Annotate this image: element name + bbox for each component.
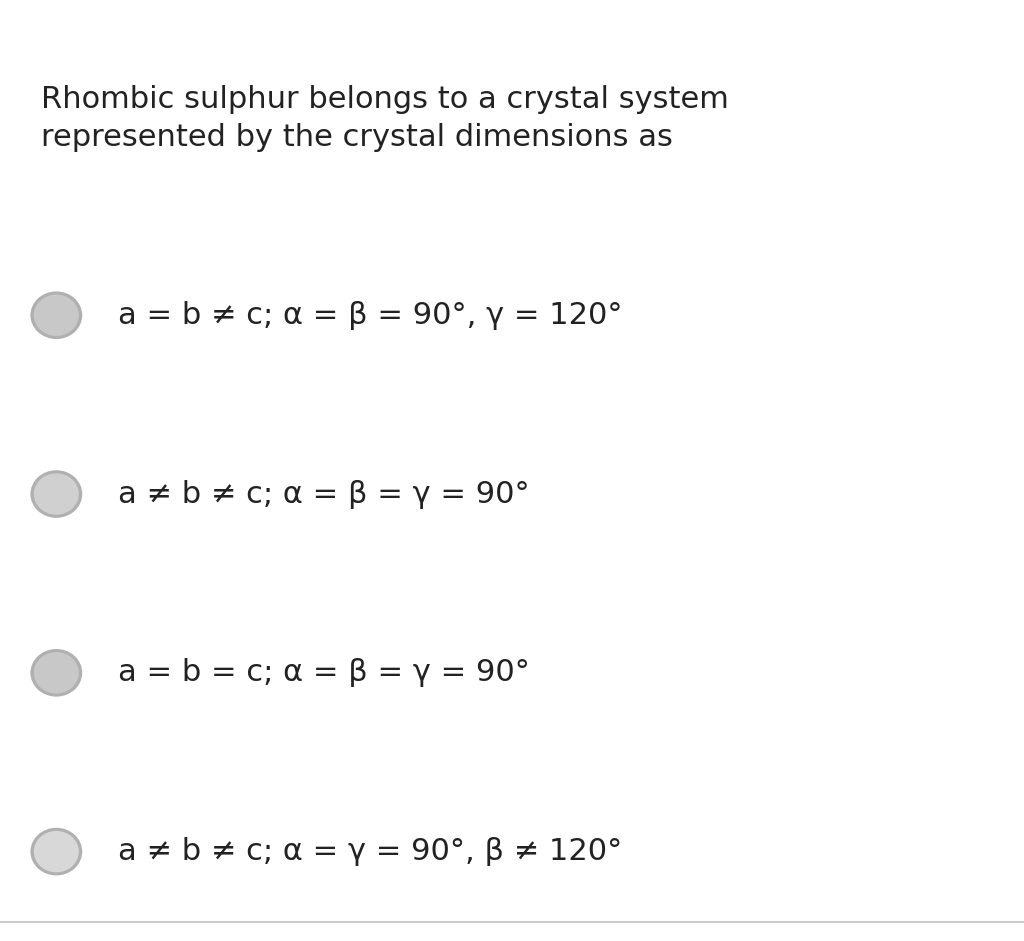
Text: Rhombic sulphur belongs to a crystal system
represented by the crystal dimension: Rhombic sulphur belongs to a crystal sys… [41,85,729,152]
Text: a = b ≠ c; α = β = 90°, γ = 120°: a = b ≠ c; α = β = 90°, γ = 120° [118,301,623,329]
Circle shape [34,652,79,694]
Circle shape [31,828,82,875]
Circle shape [31,470,82,518]
Circle shape [31,649,82,696]
Circle shape [34,473,79,515]
Text: a = b = c; α = β = γ = 90°: a = b = c; α = β = γ = 90° [118,659,529,687]
Text: a ≠ b ≠ c; α = γ = 90°, β ≠ 120°: a ≠ b ≠ c; α = γ = 90°, β ≠ 120° [118,837,622,866]
Circle shape [34,831,79,872]
Text: a ≠ b ≠ c; α = β = γ = 90°: a ≠ b ≠ c; α = β = γ = 90° [118,480,529,508]
Circle shape [34,295,79,336]
Circle shape [31,292,82,339]
